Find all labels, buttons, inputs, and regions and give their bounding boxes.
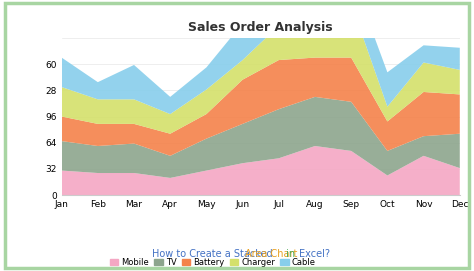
Text: Area Chart: Area Chart xyxy=(245,249,297,259)
Legend: Mobile, TV, Battery, Charger, Cable: Mobile, TV, Battery, Charger, Cable xyxy=(107,254,319,270)
Title: Sales Order Analysis: Sales Order Analysis xyxy=(188,21,333,34)
Text: How to Create a Stacked: How to Create a Stacked xyxy=(152,249,276,259)
Text: Excel?: Excel? xyxy=(299,249,329,259)
Text: in: in xyxy=(283,249,299,259)
